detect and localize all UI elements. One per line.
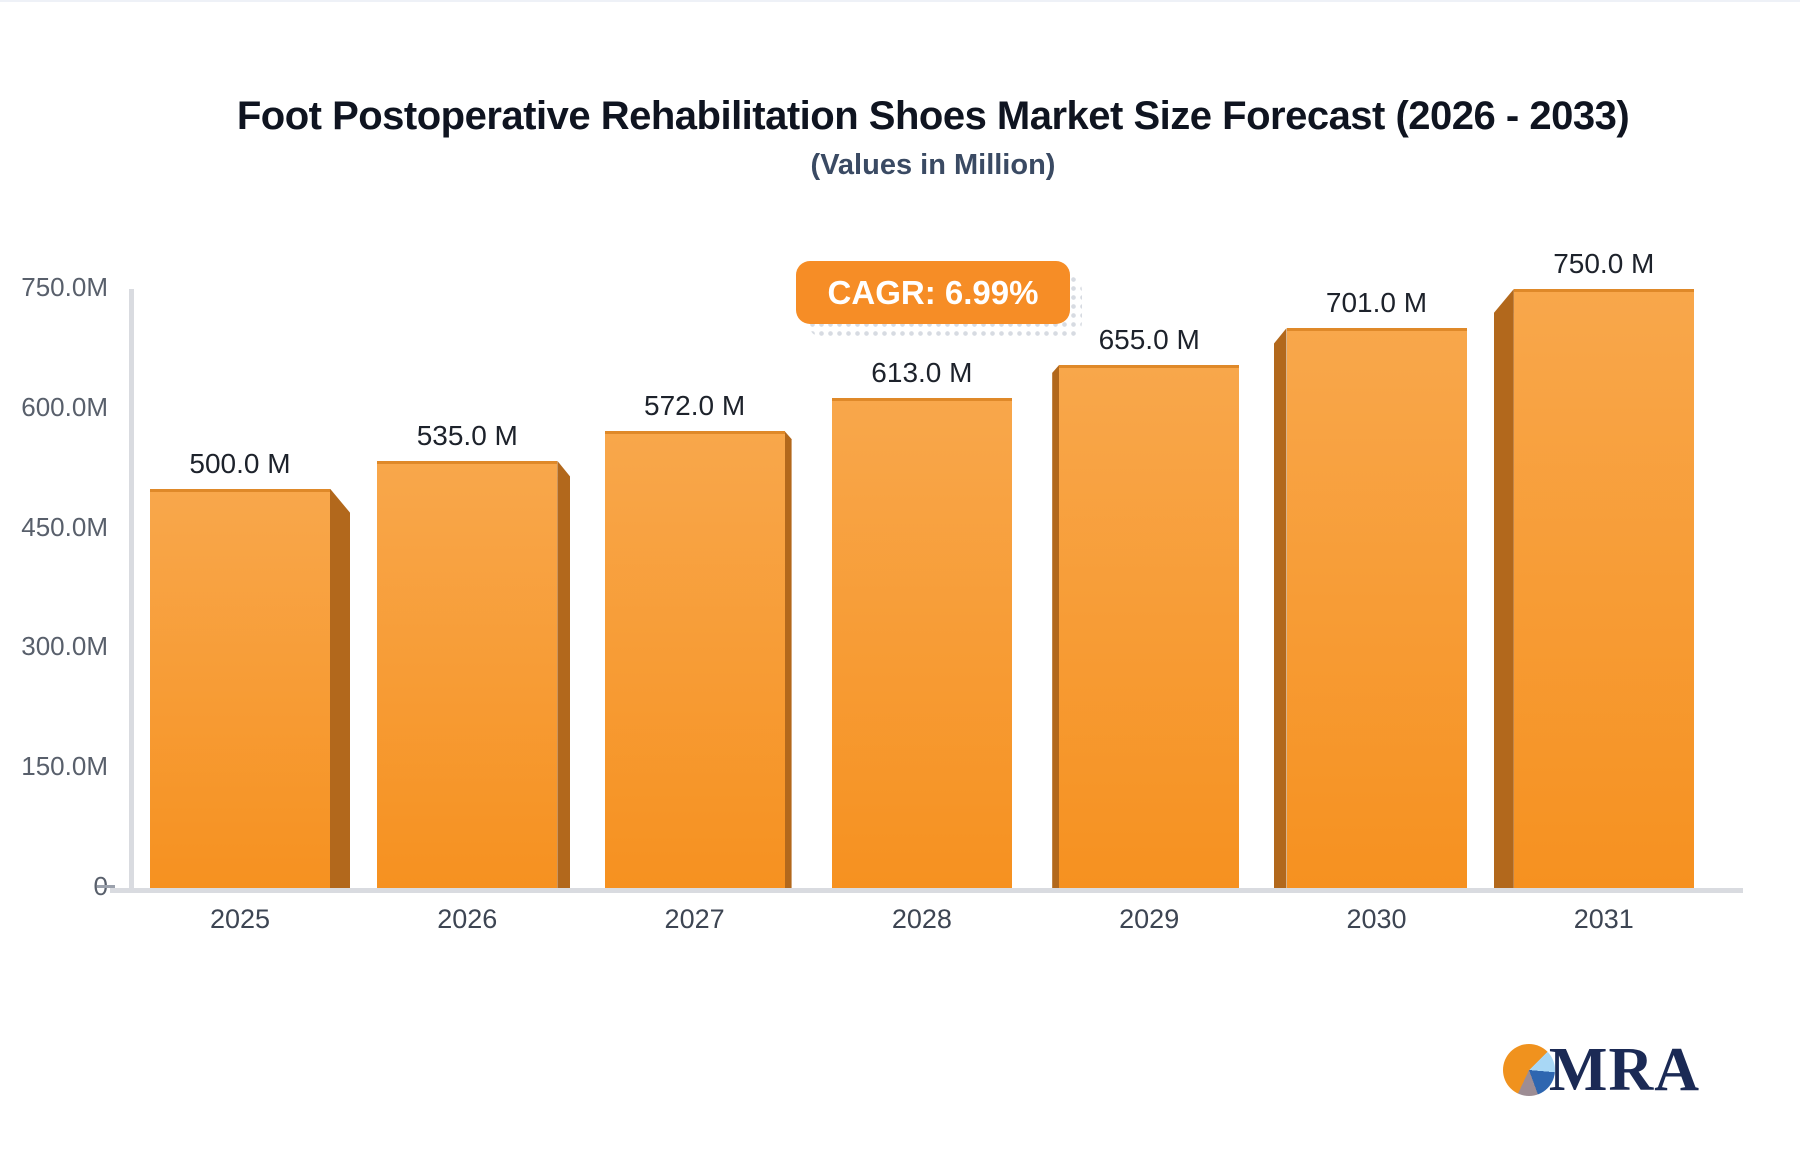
y-tick-label-0: 0	[0, 870, 108, 902]
bar-side-2030	[1273, 328, 1287, 888]
bar-value-2025: 500.0 M	[189, 447, 291, 479]
bar-2031	[1513, 289, 1694, 888]
x-tick-2025: 2025	[209, 904, 271, 934]
bar-side-2031	[1493, 289, 1514, 888]
cagr-badge-label: CAGR: 6.99%	[795, 261, 1071, 324]
zero-tick-mark	[97, 885, 115, 888]
y-tick-label-300.0M: 300.0M	[21, 631, 108, 662]
x-tick-2027: 2027	[664, 904, 725, 934]
bar-side-2026	[557, 460, 571, 888]
pie-chart-logo-icon	[1502, 1044, 1555, 1096]
cagr-badge: CAGR: 6.99%	[795, 261, 1083, 338]
brand-name: MRA	[1548, 1036, 1700, 1104]
bar-2030	[1286, 328, 1467, 888]
bar-2028	[831, 398, 1012, 888]
bar-value-2029: 655.0 M	[1098, 323, 1200, 355]
y-tick-label-450.0M: 450.0M	[21, 511, 108, 542]
chart-header: Foot Postoperative Rehabilitation Shoes …	[66, 94, 1800, 182]
bar-value-2028: 613.0 M	[871, 357, 973, 389]
y-tick-label-150.0M: 150.0M	[21, 751, 108, 782]
bar-2026	[377, 460, 558, 888]
x-tick-2028: 2028	[891, 904, 952, 934]
chart-subtitle: (Values in Million)	[810, 149, 1056, 181]
x-tick-2030: 2030	[1346, 904, 1407, 934]
bar-2025	[150, 488, 330, 888]
bar-value-2026: 535.0 M	[416, 419, 518, 451]
y-axis-line	[129, 289, 134, 893]
x-tick-2031: 2031	[1573, 904, 1634, 934]
bar-side-2027	[784, 431, 792, 888]
x-tick-2026: 2026	[437, 904, 498, 934]
bar-2027	[604, 431, 785, 888]
y-tick-label-600.0M: 600.0M	[21, 391, 108, 422]
bar-value-2030: 701.0 M	[1325, 287, 1428, 319]
chart-title: Foot Postoperative Rehabilitation Shoes …	[236, 94, 1630, 138]
cagr-badge-row: CAGR: 6.99%	[66, 261, 1800, 338]
bar-value-2027: 572.0 M	[644, 390, 746, 422]
y-tick-label-750.0M: 750.0M	[21, 272, 108, 302]
bar-value-2031: 750.0 M	[1553, 248, 1655, 279]
x-axis-baseline	[110, 888, 1743, 893]
x-tick-2029: 2029	[1119, 904, 1180, 934]
bar-side-2029	[1052, 364, 1060, 888]
brand-logo: MRA	[1502, 1036, 1700, 1104]
bar-side-2025	[330, 488, 350, 888]
bar-2029	[1059, 364, 1240, 888]
